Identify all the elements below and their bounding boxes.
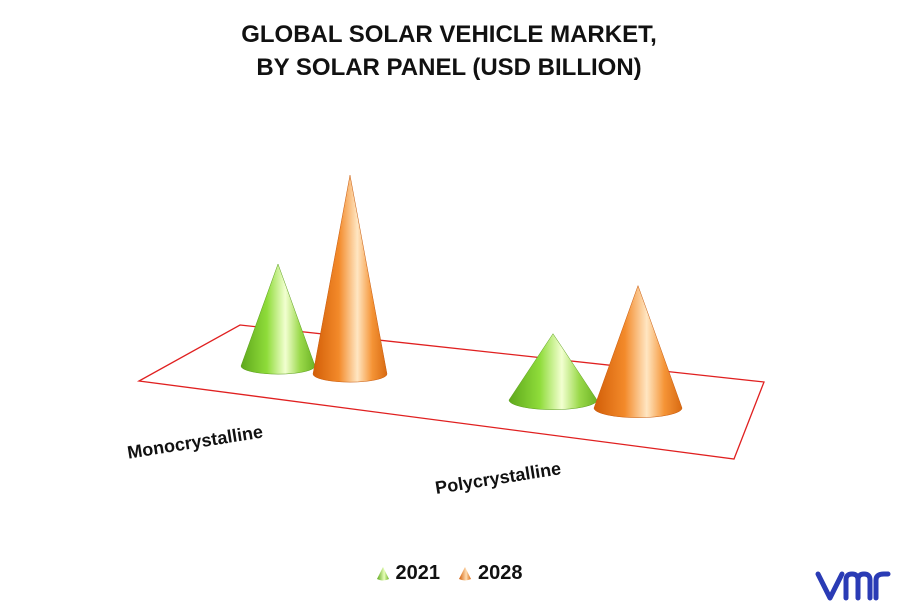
cone-monocrystalline-2028 [312, 175, 388, 383]
legend: 2021 2028 [0, 562, 898, 585]
cone-icon-orange [459, 566, 471, 580]
category-labels: Monocrystalline Polycrystalline [126, 421, 563, 497]
category-label-polycrystalline: Polycrystalline [434, 458, 563, 498]
legend-label-2021: 2021 [395, 562, 441, 584]
chart-title-line-2: BY SOLAR PANEL (USD BILLION) [256, 54, 642, 81]
category-label-monocrystalline: Monocrystalline [126, 421, 264, 462]
chart-title: GLOBAL SOLAR VEHICLE MARKET, BY SOLAR PA… [0, 18, 898, 84]
cone-polycrystalline-2021 [508, 333, 598, 410]
legend-label-2028: 2028 [478, 562, 523, 584]
chart-title-line-1: GLOBAL SOLAR VEHICLE MARKET, [241, 21, 657, 48]
legend-item-2028: 2028 [458, 562, 523, 585]
legend-item-2021: 2021 [376, 562, 441, 585]
chart-floor [136, 324, 765, 460]
cone-polycrystalline-2028 [593, 284, 683, 418]
vmr-logo [815, 571, 891, 601]
cone-icon-green [376, 566, 389, 580]
chart-marks [240, 175, 683, 418]
cone-monocrystalline-2021 [240, 263, 316, 375]
